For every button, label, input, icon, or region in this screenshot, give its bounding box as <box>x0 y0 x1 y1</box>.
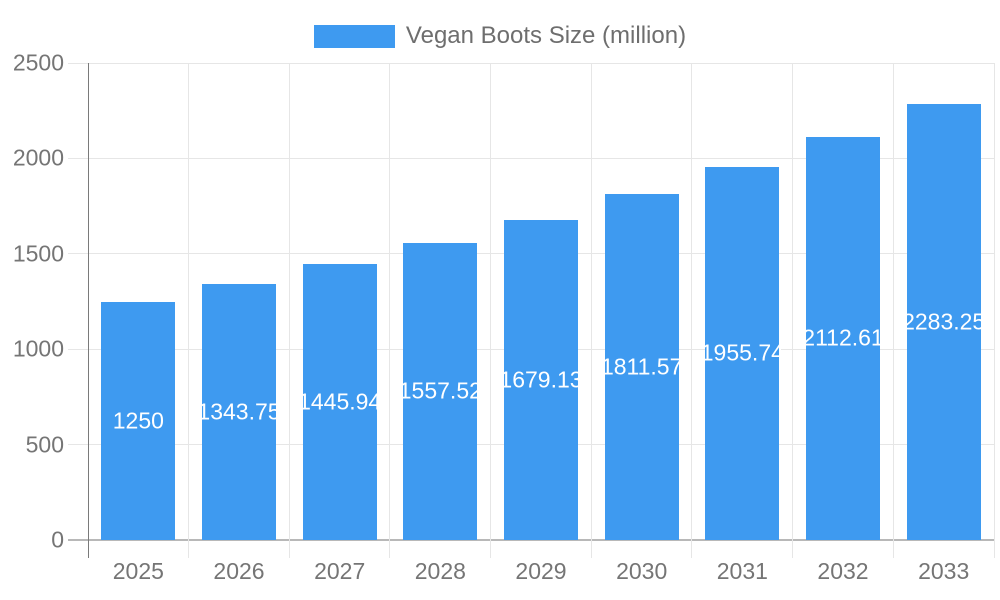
y-tick-label: 0 <box>51 526 64 553</box>
bar-value-label: 1445.94 <box>298 388 382 415</box>
bar-value-label: 1679.13 <box>499 366 583 393</box>
y-axis-labels: 0 500 1000 1500 2000 2500 <box>0 51 64 551</box>
x-baseline <box>68 539 994 541</box>
bar-value-label: 2283.25 <box>902 308 986 335</box>
x-tick-label: 2031 <box>716 558 768 584</box>
y-tick-label: 1000 <box>12 335 64 362</box>
v-gridline <box>792 63 794 558</box>
v-gridline <box>691 63 693 558</box>
x-tick-label: 2032 <box>817 558 869 584</box>
bar-value-label: 1955.74 <box>700 339 784 366</box>
bar-value-label: 1343.75 <box>197 398 281 425</box>
v-gridline <box>188 63 190 558</box>
x-tick-label: 2025 <box>112 558 164 584</box>
x-tick-label: 2028 <box>414 558 466 584</box>
h-gridline <box>68 157 994 159</box>
bar-value-label: 1811.57 <box>600 353 683 380</box>
bar-2033[interactable]: 2283.25 <box>902 104 985 540</box>
bar-2031[interactable]: 1955.74 <box>701 166 784 540</box>
y-axis-line <box>87 63 89 558</box>
y-tick-label: 2500 <box>12 49 64 76</box>
v-gridline <box>490 63 492 558</box>
bar-value-label: 1557.52 <box>398 377 482 404</box>
x-tick-label: 2029 <box>515 558 567 584</box>
x-axis-labels: 2025 2026 2027 2028 2029 2030 2031 2032 2033 <box>88 540 994 590</box>
y-tick-label: 500 <box>25 431 64 458</box>
v-gridline <box>993 63 995 558</box>
y-tick-label: 2000 <box>12 144 64 171</box>
legend-label: Vegan Boots Size (million) <box>405 22 687 49</box>
bar-2029[interactable]: 1679.13 <box>499 219 583 540</box>
bar-2030[interactable]: 1811.57 <box>601 194 682 540</box>
v-gridline <box>389 63 391 558</box>
v-gridline <box>892 63 894 558</box>
x-tick-label: 2033 <box>918 558 970 584</box>
legend-swatch <box>313 24 395 48</box>
plot-area: 1250 1343.75 1445.94 1557.52 1679.13 1811.57 1… <box>68 62 995 558</box>
v-gridline <box>288 63 290 558</box>
x-tick-label: 2026 <box>213 558 265 584</box>
x-tick-label: 2030 <box>616 558 668 584</box>
v-gridline <box>590 63 592 558</box>
bar-2025[interactable]: 1250 <box>101 301 176 540</box>
bar-2027[interactable]: 1445.94 <box>298 264 381 540</box>
bar-value-label: 2112.61 <box>802 324 884 351</box>
bar-value-label: 1250 <box>112 407 164 434</box>
bar-2032[interactable]: 2112.61 <box>802 136 884 540</box>
legend: Vegan Boots Size (million) <box>0 22 1000 50</box>
bar-2026[interactable]: 1343.75 <box>197 283 281 540</box>
bar-2028[interactable]: 1557.52 <box>399 242 482 540</box>
h-gridline <box>68 62 994 64</box>
y-tick-label: 1500 <box>12 240 64 267</box>
x-tick-label: 2027 <box>314 558 366 584</box>
